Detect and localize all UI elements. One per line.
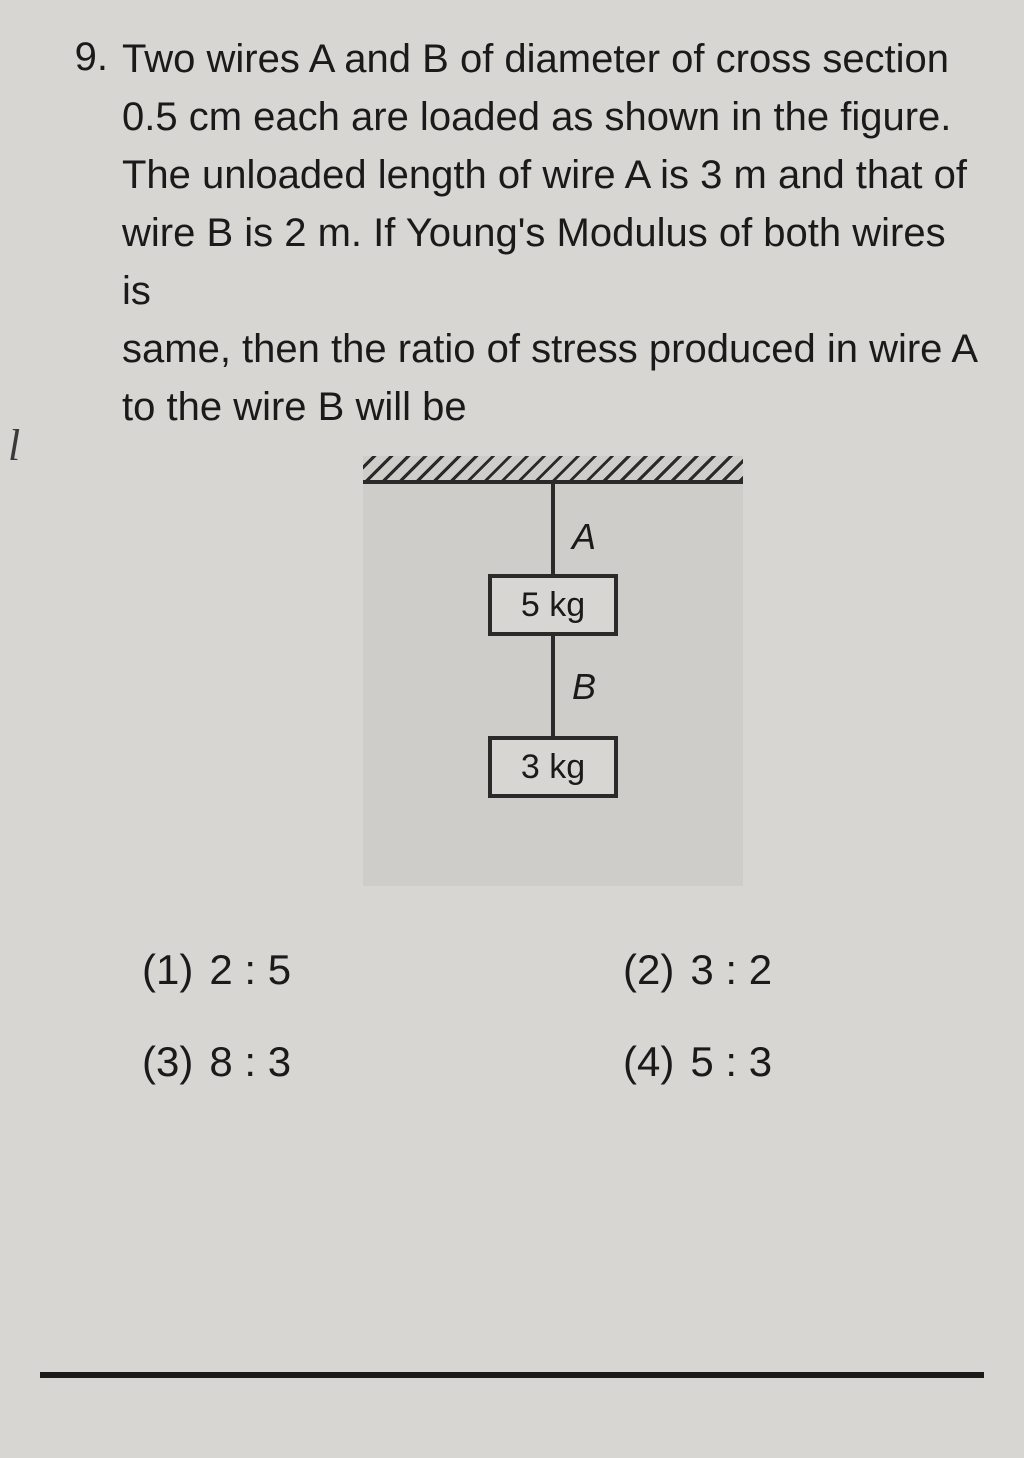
question-body: Two wires A and B of diameter of cross s… [122, 30, 984, 1086]
mass-5kg: 5 kg [488, 574, 618, 636]
option-2-val: 3 : 2 [690, 946, 772, 994]
option-1-val: 2 : 5 [209, 946, 291, 994]
question-line-2: 0.5 cm each are loaded as shown in the f… [122, 95, 951, 139]
question-line-4: wire B is 2 m. If Young's Modulus of bot… [122, 211, 946, 313]
mass-3kg: 3 kg [488, 736, 618, 798]
question-divider [40, 1372, 984, 1378]
option-1-num: (1) [142, 946, 193, 994]
question-text: Two wires A and B of diameter of cross s… [122, 30, 984, 436]
margin-note: l [8, 420, 20, 471]
option-4-val: 5 : 3 [690, 1038, 772, 1086]
option-4[interactable]: (4) 5 : 3 [623, 1038, 984, 1086]
wire-a [551, 484, 555, 574]
question-line-1: Two wires A and B of diameter of cross s… [122, 37, 949, 81]
question-number: 9. [60, 30, 108, 84]
option-1[interactable]: (1) 2 : 5 [142, 946, 503, 994]
option-3-val: 8 : 3 [209, 1038, 291, 1086]
option-2-num: (2) [623, 946, 674, 994]
option-2[interactable]: (2) 3 : 2 [623, 946, 984, 994]
question-line-6: to the wire B will be [122, 385, 467, 429]
wire-a-label: A [572, 516, 596, 558]
wire-b [551, 636, 555, 736]
diagram: A 5 kg B 3 kg [363, 456, 743, 886]
wire-b-label: B [572, 666, 596, 708]
question-block: 9. Two wires A and B of diameter of cros… [60, 30, 984, 1086]
option-4-num: (4) [623, 1038, 674, 1086]
options-grid: (1) 2 : 5 (2) 3 : 2 (3) 8 : 3 (4) 5 : 3 [142, 946, 984, 1086]
question-line-5: same, then the ratio of stress produced … [122, 327, 978, 371]
ceiling-hatch [363, 456, 743, 484]
question-line-3: The unloaded length of wire A is 3 m and… [122, 153, 967, 197]
option-3[interactable]: (3) 8 : 3 [142, 1038, 503, 1086]
option-3-num: (3) [142, 1038, 193, 1086]
